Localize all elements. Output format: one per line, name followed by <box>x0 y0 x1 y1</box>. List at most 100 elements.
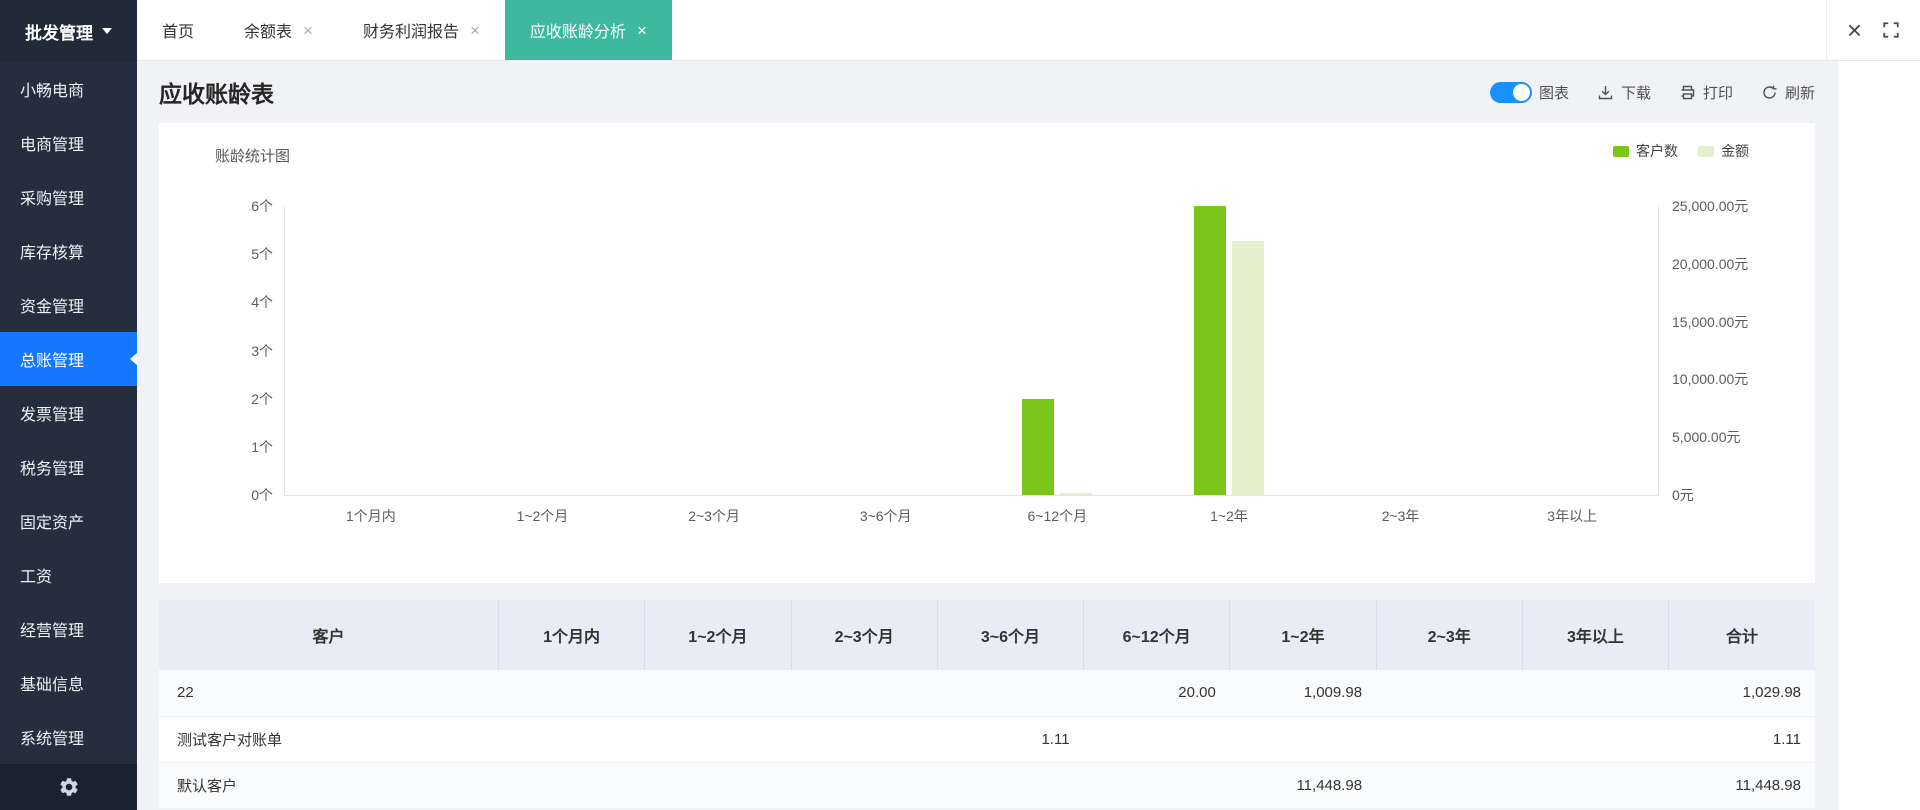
chart-toggle-label: 图表 <box>1538 84 1569 102</box>
sidebar-item-1[interactable]: 电商管理 <box>0 116 137 170</box>
x-axis-label: 3~6个月 <box>859 508 912 524</box>
sidebar-item-9[interactable]: 工资 <box>0 548 137 602</box>
toolbar: 图表 下载 打印 刷新 <box>1489 81 1815 103</box>
module-switcher[interactable]: 批发管理 <box>0 0 137 62</box>
tab-1[interactable]: 余额表 × <box>219 0 338 60</box>
tab-close-icon[interactable]: × <box>303 20 313 40</box>
refresh-button[interactable]: 刷新 <box>1761 82 1815 103</box>
table-header-3: 2~3个月 <box>791 600 938 670</box>
close-icon[interactable]: × <box>1846 15 1862 45</box>
content-area: 应收账龄表 图表 下载 打印 <box>137 61 1837 810</box>
sidebar: 批发管理 小畅电商电商管理采购管理库存核算资金管理总账管理发票管理税务管理固定资… <box>0 0 137 810</box>
sidebar-item-6[interactable]: 发票管理 <box>0 386 137 440</box>
fullscreen-icon[interactable] <box>1882 21 1900 39</box>
chart-view-toggle[interactable] <box>1489 81 1532 103</box>
table-cell: 默认客户 <box>159 762 499 809</box>
table-cell <box>644 762 792 809</box>
page-header: 应收账龄表 图表 下载 打印 <box>159 61 1815 123</box>
table-cell: 22 <box>159 670 499 717</box>
tab-label: 财务利润报告 <box>362 24 459 41</box>
table-row[interactable]: 默认客户 11,448.98 11,448.98 <box>159 762 1815 809</box>
table-header-1: 1个月内 <box>498 600 646 670</box>
table-header-5: 6~12个月 <box>1083 600 1231 670</box>
table-header-4: 3~6个月 <box>937 600 1085 670</box>
legend-item-1[interactable]: 金额 <box>1698 141 1749 161</box>
download-icon <box>1598 85 1613 99</box>
x-axis-label: 2~3年 <box>1381 508 1420 524</box>
tab-label: 应收账龄分析 <box>529 24 626 41</box>
sidebar-item-4[interactable]: 资金管理 <box>0 278 137 332</box>
table-cell: 20.00 <box>1083 670 1230 717</box>
chart-bar-series1-cat5 <box>1231 240 1264 495</box>
sidebar-item-7[interactable]: 税务管理 <box>0 440 137 494</box>
table-cell: 11,448.98 <box>1668 762 1815 809</box>
gear-icon[interactable] <box>58 776 80 798</box>
sidebar-item-8[interactable]: 固定资产 <box>0 494 137 548</box>
table-cell: 11,448.98 <box>1229 762 1377 809</box>
sidebar-item-label: 采购管理 <box>20 191 85 208</box>
table-cell <box>498 762 645 809</box>
table-cell <box>1522 670 1669 717</box>
chart-bar-series0-cat5 <box>1193 206 1226 495</box>
x-axis-label: 6~12个月 <box>1027 508 1088 524</box>
table-header-8: 3年以上 <box>1522 600 1670 670</box>
tab-close-icon[interactable]: × <box>636 20 647 40</box>
chart-toggle-control: 图表 <box>1489 81 1569 103</box>
print-label: 打印 <box>1702 84 1733 102</box>
sidebar-item-5[interactable]: 总账管理 <box>0 332 137 386</box>
table-cell <box>498 670 645 717</box>
tab-close-icon[interactable]: × <box>469 20 480 40</box>
page-title: 应收账龄表 <box>159 81 274 107</box>
topbar-actions: × <box>1825 0 1920 60</box>
sidebar-item-label: 基础信息 <box>20 677 85 694</box>
table-cell <box>1376 716 1523 763</box>
table-row[interactable]: 22 20.00 1,009.98 1,029.98 <box>159 670 1815 717</box>
active-caret-icon <box>130 353 137 365</box>
aging-table: 客户 1个月内 1~2个月 2~3个月 3~6个月 6~12个月 1~2年 2~3年 3年以上合… <box>159 600 1815 809</box>
table-cell <box>937 670 1084 717</box>
sidebar-item-0[interactable]: 小畅电商 <box>0 62 137 116</box>
table-cell <box>1376 762 1523 809</box>
table-cell: 1.11 <box>1668 716 1815 763</box>
y-axis-left-tick: 2个 <box>251 390 273 407</box>
download-button[interactable]: 下载 <box>1597 82 1651 103</box>
y-axis-left-tick: 4个 <box>251 294 273 311</box>
table-cell <box>791 670 938 717</box>
print-button[interactable]: 打印 <box>1679 82 1733 103</box>
y-axis-left-tick: 3个 <box>251 342 273 359</box>
body-row: 应收账龄表 图表 下载 打印 <box>137 61 1920 810</box>
table-cell <box>791 762 938 809</box>
table-cell <box>937 762 1084 809</box>
legend-label: 金额 <box>1721 143 1749 159</box>
y-axis-right-tick: 15,000.00元 <box>1672 313 1749 330</box>
sidebar-item-10[interactable]: 经营管理 <box>0 602 137 656</box>
tab-bar: 首页 余额表 × 财务利润报告 × 应收账龄分析 × <box>137 0 1826 60</box>
sidebar-item-label: 税务管理 <box>20 461 85 478</box>
x-axis-label: 1~2个月 <box>516 508 569 524</box>
refresh-icon <box>1763 85 1777 99</box>
legend-item-0[interactable]: 客户数 <box>1613 141 1678 161</box>
sidebar-item-12[interactable]: 系统管理 <box>0 710 137 764</box>
sidebar-item-label: 系统管理 <box>20 731 85 748</box>
table-cell <box>1376 670 1523 717</box>
sidebar-item-label: 电商管理 <box>20 137 85 154</box>
sidebar-item-2[interactable]: 采购管理 <box>0 170 137 224</box>
table-cell: 1.11 <box>937 716 1084 763</box>
table-cell: 1,009.98 <box>1229 670 1377 717</box>
legend-swatch <box>1613 145 1629 157</box>
module-switcher-label: 批发管理 <box>25 23 93 43</box>
sidebar-item-11[interactable]: 基础信息 <box>0 656 137 710</box>
tab-0[interactable]: 首页 <box>137 0 219 60</box>
tab-3[interactable]: 应收账龄分析 × <box>504 0 672 60</box>
table-cell <box>644 716 792 763</box>
x-axis-label: 2~3个月 <box>688 508 740 524</box>
table-row[interactable]: 测试客户对账单 1.11 1.11 <box>159 716 1815 763</box>
legend-swatch <box>1698 145 1714 157</box>
sidebar-item-label: 资金管理 <box>20 299 85 316</box>
x-axis-label: 1~2年 <box>1210 508 1248 524</box>
sidebar-item-3[interactable]: 库存核算 <box>0 224 137 278</box>
sidebar-item-label: 工资 <box>20 569 53 586</box>
tab-2[interactable]: 财务利润报告 × <box>338 0 505 60</box>
sidebar-item-label: 发票管理 <box>20 407 85 424</box>
